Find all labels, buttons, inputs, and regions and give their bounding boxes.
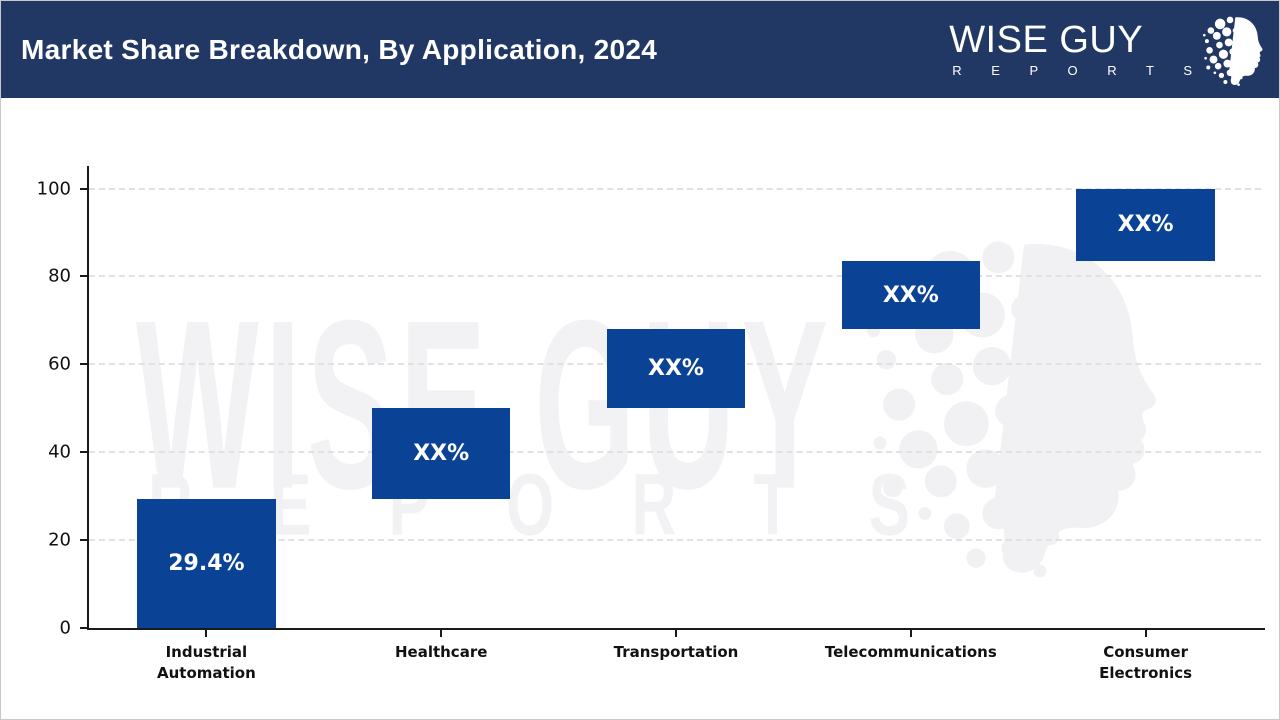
x-label-line: Electronics: [1099, 664, 1193, 682]
logo-tagline: R E P O R T S: [952, 63, 1205, 78]
x-axis-line: [87, 628, 1265, 630]
x-label-line: Telecommunications: [824, 643, 997, 661]
x-category-label-telecommunications: Telecommunications: [791, 642, 1031, 663]
x-label-line: Industrial: [165, 643, 248, 661]
wiseguy-head-icon: [1202, 16, 1263, 86]
y-tick-label: 80: [48, 265, 71, 287]
x-label-line: Automation: [156, 664, 256, 682]
bar-transportation: XX%: [606, 329, 746, 409]
bar-value-label: XX%: [882, 282, 939, 308]
x-label-line: Healthcare: [394, 643, 488, 661]
x-category-label-healthcare: Healthcare: [321, 642, 561, 663]
x-label-line: Consumer: [1103, 643, 1188, 661]
x-label-line: Transportation: [613, 643, 739, 661]
page-title: Market Share Breakdown, By Application, …: [21, 33, 658, 65]
x-tick-mark: [205, 630, 208, 637]
y-tick-mark: [80, 627, 87, 629]
x-tick-mark: [675, 630, 677, 637]
x-axis: Industrial Automation Healthcare Transporta…: [89, 630, 1263, 700]
x-tick-mark: [1144, 630, 1147, 637]
y-tick-mark: [80, 275, 87, 278]
bar-value-label: XX%: [413, 441, 470, 467]
bar-value-label: 29.4%: [168, 550, 245, 576]
bar-telecommunications: XX%: [841, 261, 981, 330]
bar-industrial-automation: 29.4%: [137, 498, 276, 628]
x-tick-mark: [909, 630, 912, 637]
bar-healthcare: XX%: [371, 408, 511, 499]
bar-consumer-electronics: XX%: [1076, 188, 1215, 262]
y-tick-label: 60: [48, 353, 71, 375]
plot-area: 29.4% XX% XX% XX% XX%: [89, 171, 1263, 628]
header: Market Share Breakdown, By Application, …: [1, 1, 1279, 98]
y-tick-mark: [80, 451, 87, 454]
gridline-80: [89, 275, 1261, 278]
wiseguy-logo: WISE GUY R E P O R T S: [949, 8, 1265, 92]
x-category-label-industrial-automation: Industrial Automation: [86, 642, 326, 684]
y-axis-line: [87, 166, 89, 630]
y-tick-mark: [80, 539, 87, 542]
gridline-20: [89, 539, 1261, 542]
y-tick-label: 40: [48, 441, 71, 463]
wiseguy-logo-text: WISE GUY R E P O R T S: [949, 21, 1205, 78]
x-category-label-consumer-electronics: Consumer Electronics: [1026, 642, 1266, 684]
y-tick-label: 100: [36, 178, 71, 200]
gridline-100: [89, 187, 1261, 190]
bar-value-label: XX%: [648, 356, 704, 382]
gridline-40: [89, 451, 1261, 454]
x-category-label-transportation: Transportation: [556, 642, 796, 663]
y-axis: 0 20 40 60 80 100: [1, 171, 87, 639]
y-tick-label: 0: [59, 617, 71, 639]
y-tick-label: 20: [48, 529, 71, 551]
bar-value-label: XX%: [1117, 212, 1174, 238]
y-tick-mark: [80, 363, 87, 366]
x-tick-mark: [440, 630, 443, 637]
y-tick-mark: [80, 187, 87, 190]
logo-name: WISE GUY: [949, 19, 1144, 61]
